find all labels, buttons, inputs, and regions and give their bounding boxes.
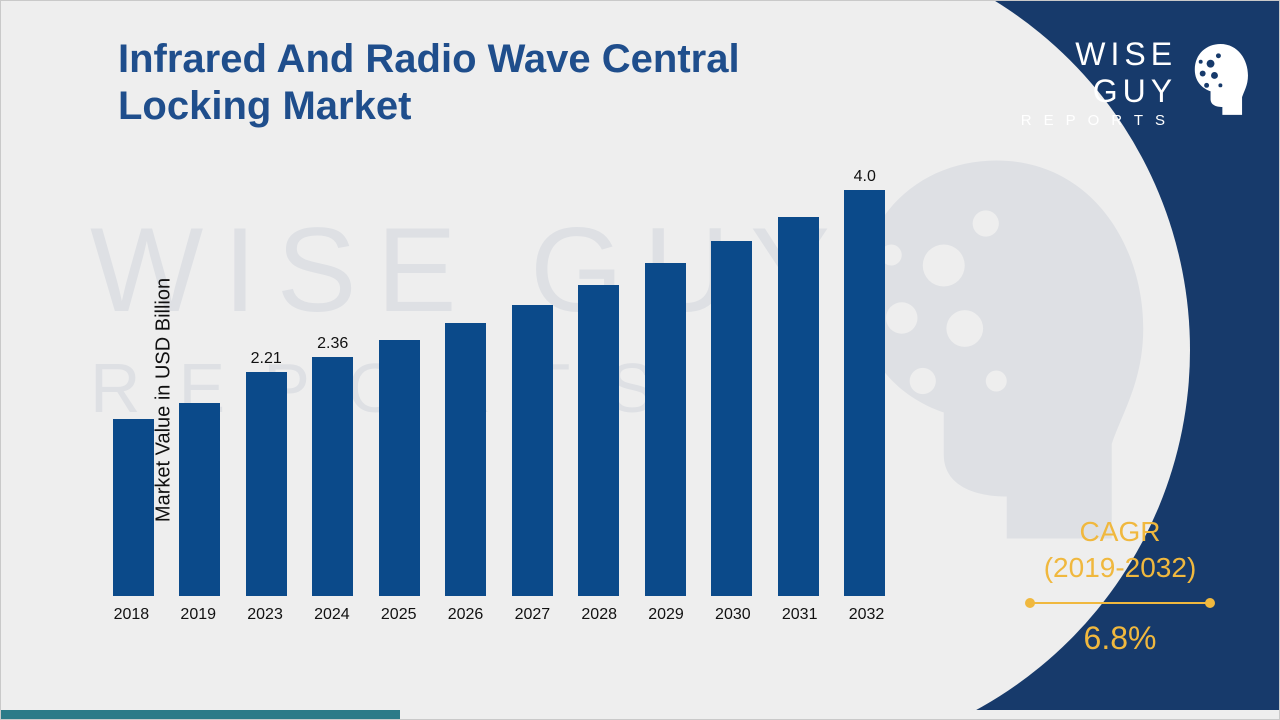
bar-slot bbox=[167, 170, 233, 596]
x-tick-label: 2028 bbox=[566, 600, 633, 630]
bar bbox=[711, 241, 752, 596]
chart-stage: Infrared And Radio Wave Central Locking … bbox=[0, 0, 1280, 720]
cagr-range: (2019-2032) bbox=[1000, 550, 1240, 586]
x-tick-label: 2032 bbox=[833, 600, 900, 630]
x-tick-label: 2027 bbox=[499, 600, 566, 630]
x-tick-label: 2023 bbox=[232, 600, 299, 630]
bar bbox=[645, 263, 686, 596]
bars-container: 2.212.36 4.0 bbox=[98, 170, 900, 596]
cagr-value: 6.8% bbox=[1000, 618, 1240, 660]
chart-title: Infrared And Radio Wave Central Locking … bbox=[118, 36, 858, 130]
bar bbox=[246, 372, 287, 596]
x-tick-label: 2018 bbox=[98, 600, 165, 630]
logo-line2: REPORTS bbox=[980, 112, 1177, 129]
bar-slot bbox=[433, 170, 499, 596]
cagr-block: CAGR (2019-2032) 6.8% bbox=[1000, 514, 1240, 660]
bar-slot bbox=[765, 170, 831, 596]
x-tick-label: 2019 bbox=[165, 600, 232, 630]
bar-slot: 2.21 bbox=[233, 170, 299, 596]
logo-head-icon bbox=[1181, 42, 1250, 122]
x-tick-label: 2026 bbox=[432, 600, 499, 630]
bar bbox=[512, 305, 553, 596]
bar bbox=[445, 323, 486, 596]
x-axis: 2018201920232024202520262027202820292030… bbox=[98, 600, 900, 630]
logo: WISE GUY REPORTS bbox=[980, 42, 1250, 122]
bar bbox=[778, 217, 819, 596]
x-tick-label: 2029 bbox=[633, 600, 700, 630]
logo-line1: WISE GUY bbox=[980, 36, 1177, 110]
cagr-separator bbox=[1030, 602, 1210, 604]
cagr-label: CAGR bbox=[1000, 514, 1240, 550]
bar bbox=[312, 357, 353, 596]
x-tick-label: 2024 bbox=[298, 600, 365, 630]
x-tick-label: 2030 bbox=[699, 600, 766, 630]
bar-slot bbox=[632, 170, 698, 596]
bar-value-label: 2.21 bbox=[233, 350, 299, 368]
bar bbox=[844, 190, 885, 596]
chart-area: Market Value in USD Billion 2.212.364.0 … bbox=[80, 170, 900, 630]
bar bbox=[578, 285, 619, 596]
plot-region: 2.212.36 4.0 bbox=[98, 170, 900, 596]
bar bbox=[179, 403, 220, 596]
bar-slot: 2.36 bbox=[300, 170, 366, 596]
bar-slot bbox=[100, 170, 166, 596]
x-tick-label: 2025 bbox=[365, 600, 432, 630]
bar-slot: 4.0 bbox=[832, 170, 898, 596]
bar-slot bbox=[499, 170, 565, 596]
bar bbox=[113, 419, 154, 597]
bottom-strip bbox=[0, 710, 400, 720]
bar-slot bbox=[566, 170, 632, 596]
bar-value-label: 2.36 bbox=[300, 335, 366, 353]
bar-slot bbox=[366, 170, 432, 596]
x-tick-label: 2031 bbox=[766, 600, 833, 630]
logo-text: WISE GUY REPORTS bbox=[980, 36, 1177, 129]
bar-value-label: 4.0 bbox=[832, 168, 898, 186]
bar bbox=[379, 340, 420, 596]
bar-slot bbox=[699, 170, 765, 596]
